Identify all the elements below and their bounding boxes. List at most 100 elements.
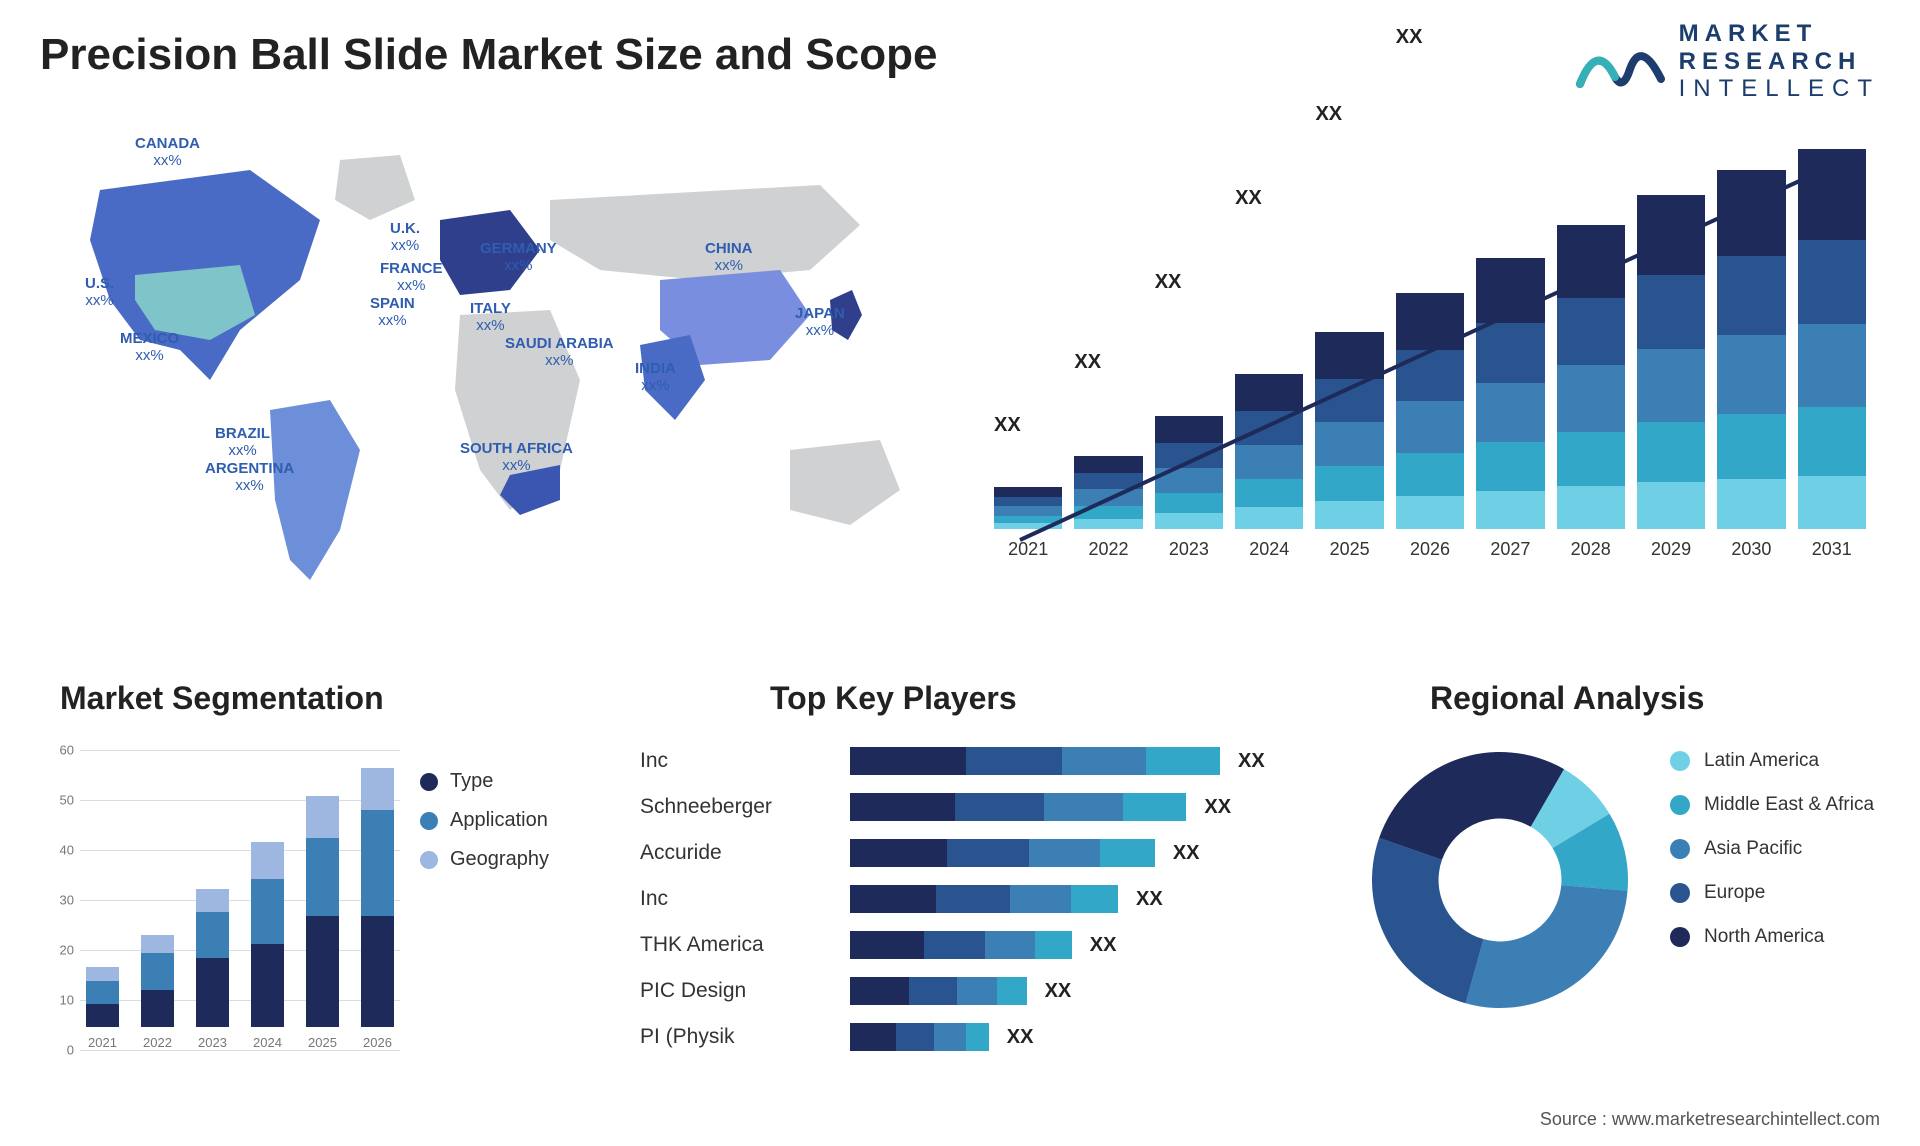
players-name: Inc bbox=[640, 887, 850, 911]
seg-grid-line bbox=[80, 1050, 400, 1051]
main-bar-segment bbox=[1717, 479, 1785, 529]
players-bar-segment bbox=[947, 839, 1029, 867]
main-bar-segment bbox=[1315, 332, 1383, 379]
map-label: GERMANYxx% bbox=[480, 240, 557, 275]
seg-segment bbox=[86, 967, 119, 981]
main-bar-segment bbox=[1717, 414, 1785, 479]
players-bar-segment bbox=[1044, 793, 1123, 821]
players-title: Top Key Players bbox=[770, 680, 1017, 717]
legend-label: Asia Pacific bbox=[1704, 838, 1802, 860]
players-bar-segment bbox=[1029, 839, 1100, 867]
players-bar-segment bbox=[1100, 839, 1155, 867]
players-bar bbox=[850, 885, 1118, 913]
players-value-label: XX bbox=[1136, 888, 1163, 911]
regional-analysis: Latin AmericaMiddle East & AfricaAsia Pa… bbox=[1360, 740, 1880, 1070]
map-label: CHINAxx% bbox=[705, 240, 753, 275]
seg-segment bbox=[141, 953, 174, 990]
seg-column: 2022 bbox=[135, 750, 180, 1050]
main-bar-segment bbox=[1637, 482, 1705, 529]
seg-year-label: 2025 bbox=[308, 1035, 337, 1050]
donut-legend-item: Middle East & Africa bbox=[1670, 794, 1874, 816]
seg-segment bbox=[86, 981, 119, 1004]
main-bar-segment bbox=[1235, 374, 1303, 411]
seg-segment bbox=[361, 916, 394, 1027]
players-bar-segment bbox=[850, 793, 955, 821]
players-value-label: XX bbox=[1007, 1026, 1034, 1049]
seg-ytick: 10 bbox=[60, 993, 74, 1008]
main-bar-segment bbox=[1717, 256, 1785, 335]
legend-label: Geography bbox=[450, 848, 549, 871]
players-bar-segment bbox=[997, 977, 1026, 1005]
seg-segment bbox=[306, 838, 339, 916]
main-bar-column: XX2031 bbox=[1798, 149, 1866, 560]
legend-swatch-icon bbox=[1670, 883, 1690, 903]
main-bar-year-label: 2026 bbox=[1410, 539, 1450, 560]
main-bar-value-label: XX bbox=[1315, 103, 1342, 126]
players-bar-segment bbox=[1146, 747, 1220, 775]
main-bar-segment bbox=[1798, 407, 1866, 475]
main-bar-column: XX2030 bbox=[1717, 170, 1785, 560]
top-key-players: IncXXSchneebergerXXAccurideXXIncXXTHK Am… bbox=[640, 740, 1330, 1080]
seg-segment bbox=[306, 916, 339, 1027]
main-bar-year-label: 2022 bbox=[1089, 539, 1129, 560]
players-row: PIC DesignXX bbox=[640, 970, 1330, 1012]
players-bar-segment bbox=[924, 931, 985, 959]
legend-swatch-icon bbox=[1670, 839, 1690, 859]
segmentation-title: Market Segmentation bbox=[60, 680, 384, 717]
map-label: CANADAxx% bbox=[135, 135, 200, 170]
map-label: U.K.xx% bbox=[390, 220, 420, 255]
main-bar-segment bbox=[1155, 443, 1223, 468]
players-bar-segment bbox=[850, 747, 966, 775]
donut-slice bbox=[1466, 885, 1628, 1008]
page-title: Precision Ball Slide Market Size and Sco… bbox=[40, 30, 937, 80]
map-label: SOUTH AFRICAxx% bbox=[460, 440, 573, 475]
seg-segment bbox=[196, 889, 229, 912]
regional-title: Regional Analysis bbox=[1430, 680, 1704, 717]
players-bar-segment bbox=[966, 1023, 989, 1051]
main-bar-column: XX2026 bbox=[1396, 293, 1464, 560]
main-bar-segment bbox=[1717, 335, 1785, 414]
players-name: PIC Design bbox=[640, 979, 850, 1003]
main-bar-column: XX2028 bbox=[1557, 225, 1625, 560]
main-bar-segment bbox=[1396, 401, 1464, 453]
main-bar-column: XX2022 bbox=[1074, 456, 1142, 560]
main-bar-segment bbox=[1074, 473, 1142, 489]
world-map: CANADAxx%U.S.xx%MEXICOxx%BRAZILxx%ARGENT… bbox=[40, 130, 960, 610]
seg-column: 2024 bbox=[245, 750, 290, 1050]
seg-year-label: 2024 bbox=[253, 1035, 282, 1050]
main-bar-segment bbox=[1155, 468, 1223, 493]
source-label: Source : www.marketresearchintellect.com bbox=[1540, 1109, 1880, 1130]
main-bar-year-label: 2031 bbox=[1812, 539, 1852, 560]
players-bar-segment bbox=[1123, 793, 1186, 821]
map-label: BRAZILxx% bbox=[215, 425, 270, 460]
main-bar-segment bbox=[994, 506, 1062, 515]
main-bar-segment bbox=[1557, 486, 1625, 529]
main-bar-segment bbox=[1396, 350, 1464, 402]
seg-segment bbox=[306, 796, 339, 838]
main-bar-segment bbox=[1476, 383, 1544, 443]
seg-column: 2021 bbox=[80, 750, 125, 1050]
seg-year-label: 2026 bbox=[363, 1035, 392, 1050]
players-name: Inc bbox=[640, 749, 850, 773]
players-bar bbox=[850, 1023, 989, 1051]
main-bar-value-label: XX bbox=[1074, 351, 1101, 374]
players-bar-segment bbox=[850, 1023, 896, 1051]
donut-slice bbox=[1379, 752, 1564, 860]
seg-column: 2023 bbox=[190, 750, 235, 1050]
players-value-label: XX bbox=[1238, 750, 1265, 773]
main-bar-segment bbox=[1476, 442, 1544, 491]
seg-legend-item: Geography bbox=[420, 848, 600, 871]
main-bar-segment bbox=[1396, 453, 1464, 496]
players-bar-segment bbox=[955, 793, 1044, 821]
legend-label: Middle East & Africa bbox=[1704, 794, 1874, 816]
main-bar-segment bbox=[1798, 324, 1866, 408]
players-bar-segment bbox=[850, 977, 909, 1005]
donut-slice bbox=[1372, 838, 1483, 1003]
donut-legend-item: Europe bbox=[1670, 882, 1874, 904]
main-bar-segment bbox=[1315, 379, 1383, 422]
players-bar-segment bbox=[934, 1023, 966, 1051]
seg-segment bbox=[86, 1004, 119, 1027]
seg-legend-item: Type bbox=[420, 770, 600, 793]
legend-label: Application bbox=[450, 809, 548, 832]
main-bar-segment bbox=[1315, 422, 1383, 465]
